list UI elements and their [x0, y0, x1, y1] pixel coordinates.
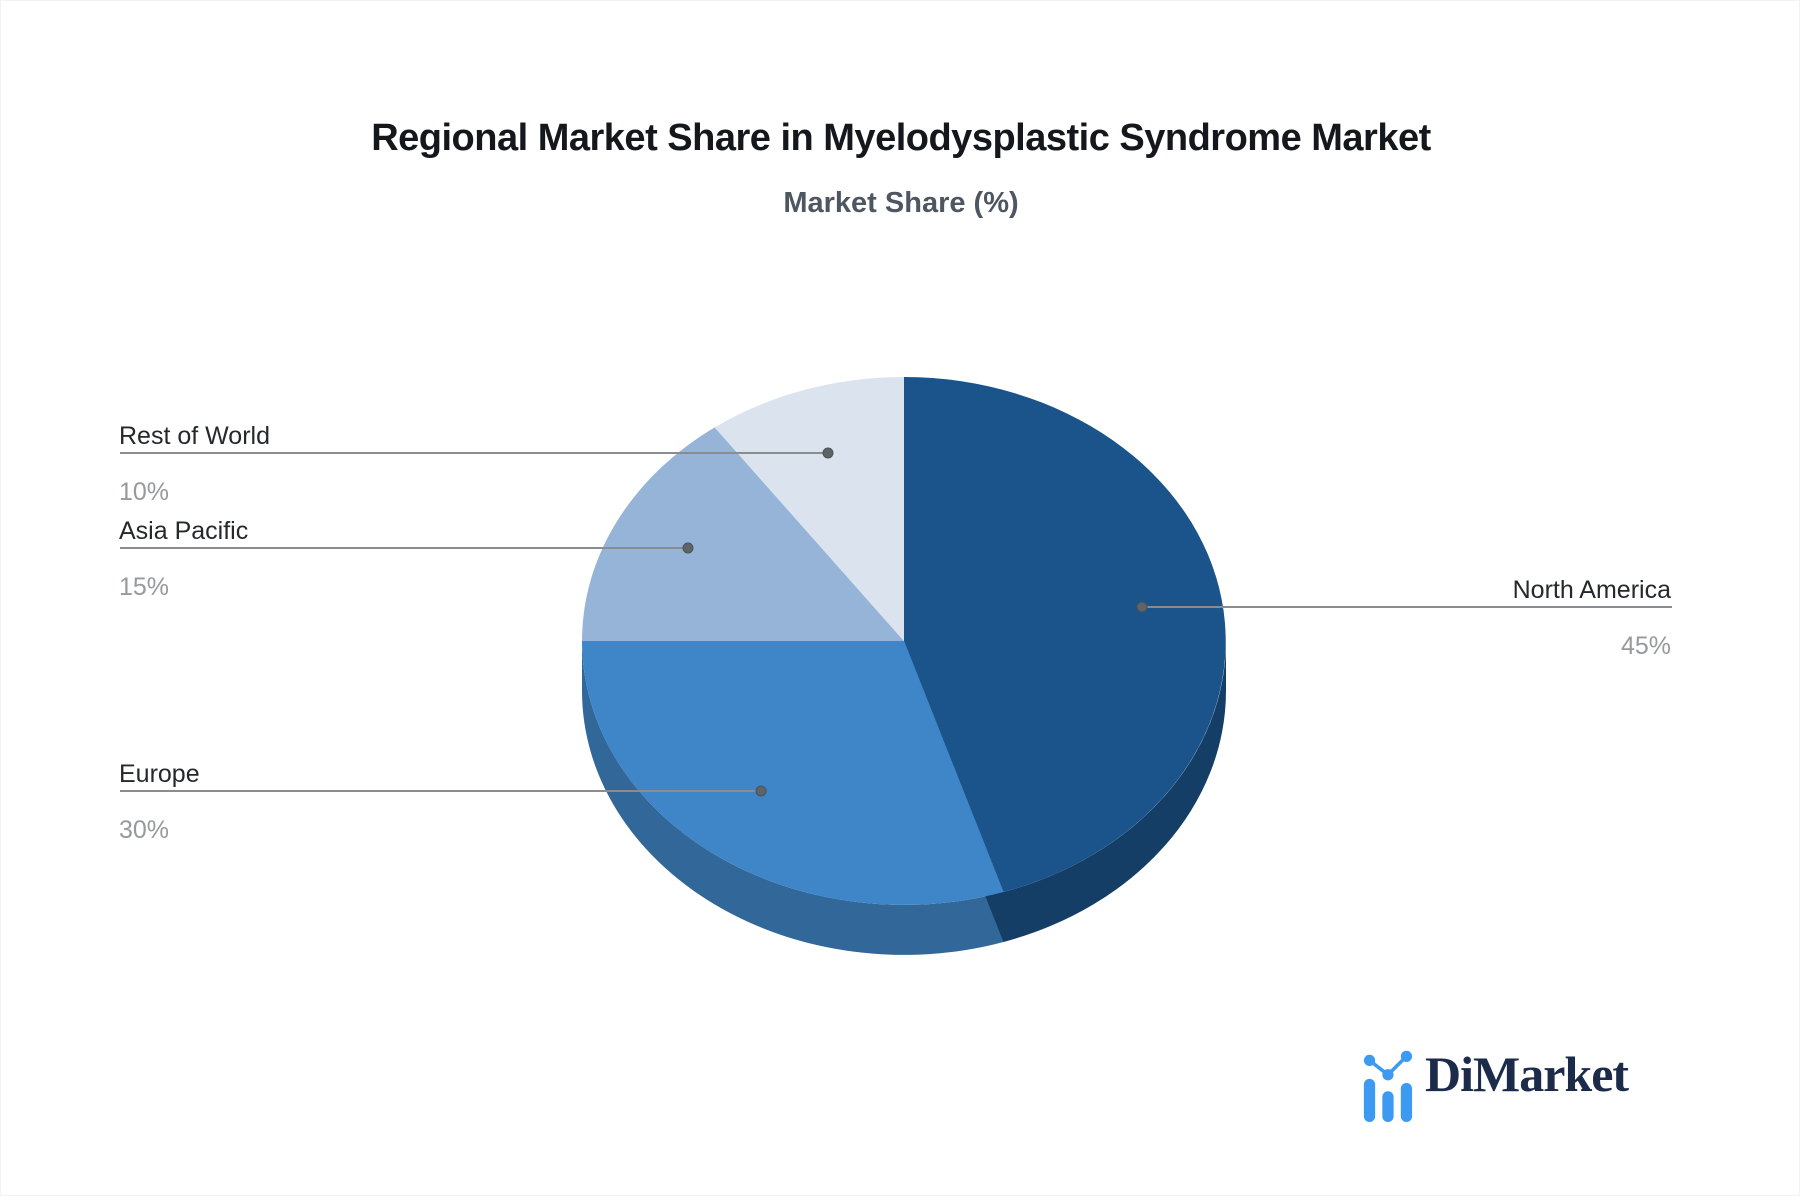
pie-slice-north-america	[904, 377, 1226, 892]
dimarket-logo: DiMarket	[1361, 1043, 1629, 1123]
chart-title: Regional Market Share in Myelodysplastic…	[371, 117, 1431, 159]
callout-value-europe: 30%	[119, 816, 170, 844]
callout-label-asia-pacific: Asia Pacific	[119, 517, 249, 545]
pie-side-europe	[582, 641, 1004, 955]
pie-slice-asia-pacific	[582, 427, 904, 641]
pie-side-north-america	[1003, 641, 1226, 942]
leader-dot-north-america	[1136, 601, 1148, 613]
pie-slice-rest-of-world	[714, 377, 904, 641]
callout-label-europe: Europe	[119, 760, 200, 788]
callout-label-north-america: North America	[1512, 576, 1671, 604]
callout-value-rest-of-world: 10%	[119, 478, 170, 506]
leader-dot-europe	[755, 785, 767, 797]
callout-value-asia-pacific: 15%	[119, 573, 170, 601]
pie-slice-europe	[582, 641, 1004, 905]
callout-value-north-america: 45%	[1620, 632, 1671, 660]
dimarket-logo-text: DiMarket	[1425, 1046, 1629, 1102]
chart-subtitle: Market Share (%)	[783, 187, 1019, 219]
leader-dot-rest-of-world	[822, 447, 834, 459]
leader-dot-asia-pacific	[682, 542, 694, 554]
bar-line-chart-icon	[1363, 1050, 1413, 1122]
callout-leaders	[120, 447, 1672, 797]
callout-label-rest-of-world: Rest of World	[119, 422, 270, 450]
